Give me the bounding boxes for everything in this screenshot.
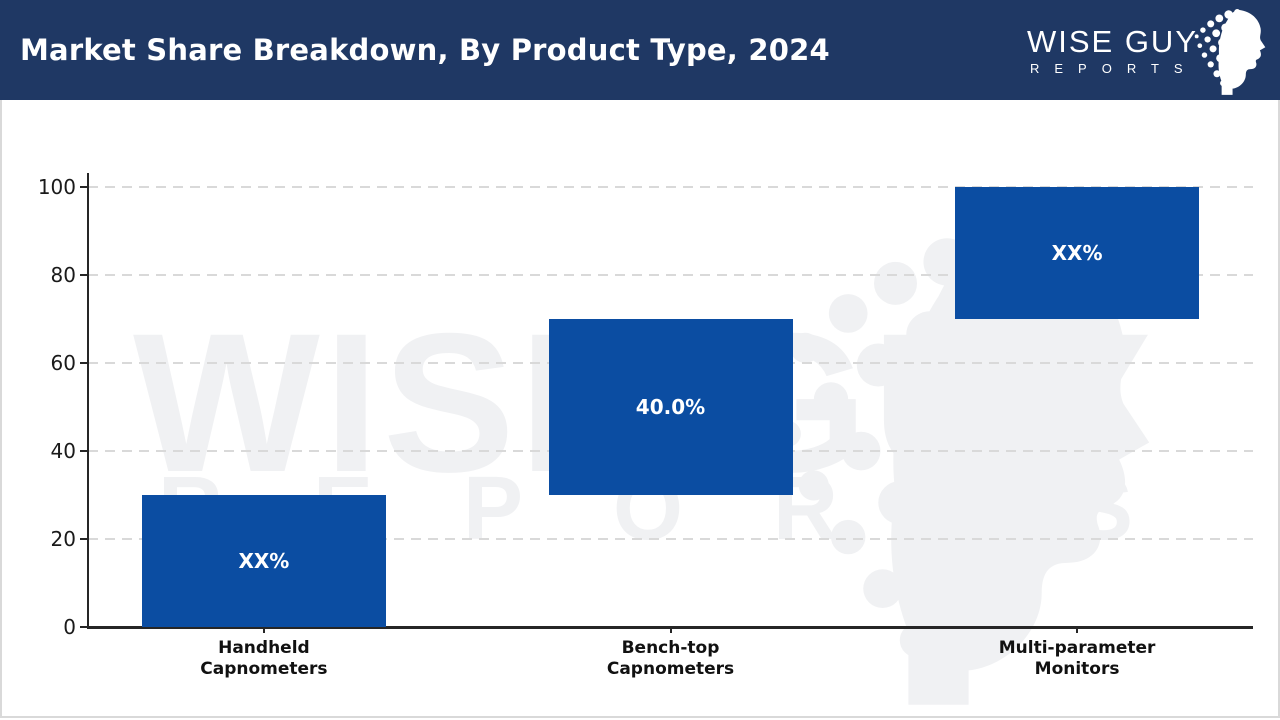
category-label: Bench-top Capnometers bbox=[511, 638, 831, 680]
x-tick-mark bbox=[669, 627, 672, 633]
category-label-line: Handheld bbox=[218, 638, 310, 658]
y-tick-label: 80 bbox=[50, 263, 76, 287]
gridline-y80 bbox=[88, 274, 1253, 276]
category-label-line: Multi-parameter bbox=[998, 638, 1156, 658]
y-tick-mark bbox=[80, 362, 87, 364]
watermark-face-logo bbox=[760, 231, 1150, 705]
y-tick-mark bbox=[80, 538, 87, 540]
y-tick-mark bbox=[80, 274, 87, 276]
y-tick-mark bbox=[80, 450, 87, 452]
category-label: Multi-parameter Monitors bbox=[917, 638, 1237, 680]
logo-text: WISE GUY REPORTS bbox=[1027, 26, 1198, 75]
x-tick-mark bbox=[1076, 627, 1079, 633]
category-label-line: Bench-top bbox=[621, 638, 720, 658]
y-tick-label: 20 bbox=[50, 527, 76, 551]
y-tick-label: 40 bbox=[50, 439, 76, 463]
y-tick-mark bbox=[80, 626, 87, 628]
logo-reports-label: REPORTS bbox=[1029, 60, 1198, 76]
category-label-line: Capnometers bbox=[200, 659, 328, 679]
chart-title: Market Share Breakdown, By Product Type,… bbox=[20, 33, 830, 67]
gridline-y20 bbox=[88, 538, 1253, 540]
bar-segment: XX% bbox=[141, 495, 386, 627]
bar-value-label: XX% bbox=[238, 549, 290, 573]
logo-face-icon bbox=[1194, 9, 1266, 95]
gridline-y100 bbox=[88, 186, 1253, 188]
y-tick-mark bbox=[80, 186, 87, 188]
category-label-line: Monitors bbox=[1034, 659, 1120, 679]
y-tick-label: 100 bbox=[37, 175, 76, 199]
category-label: Handheld Capnometers bbox=[104, 638, 424, 680]
x-tick-mark bbox=[262, 627, 265, 633]
bar-segment: XX% bbox=[955, 187, 1200, 319]
logo-wiseguy-label: WISE GUY bbox=[1026, 23, 1198, 59]
bar-segment: 40.0% bbox=[548, 319, 793, 495]
bar-value-label: XX% bbox=[1051, 241, 1103, 265]
category-label-line: Capnometers bbox=[606, 659, 735, 679]
logo: WISE GUY REPORTS bbox=[1027, 0, 1270, 100]
y-tick-label: 0 bbox=[63, 615, 76, 639]
header: Market Share Breakdown, By Product Type,… bbox=[0, 0, 1280, 100]
logo-dot-cloud bbox=[1194, 9, 1241, 87]
y-axis bbox=[87, 173, 89, 629]
y-tick-label: 60 bbox=[50, 351, 76, 375]
bar-value-label: 40.0% bbox=[635, 395, 706, 419]
